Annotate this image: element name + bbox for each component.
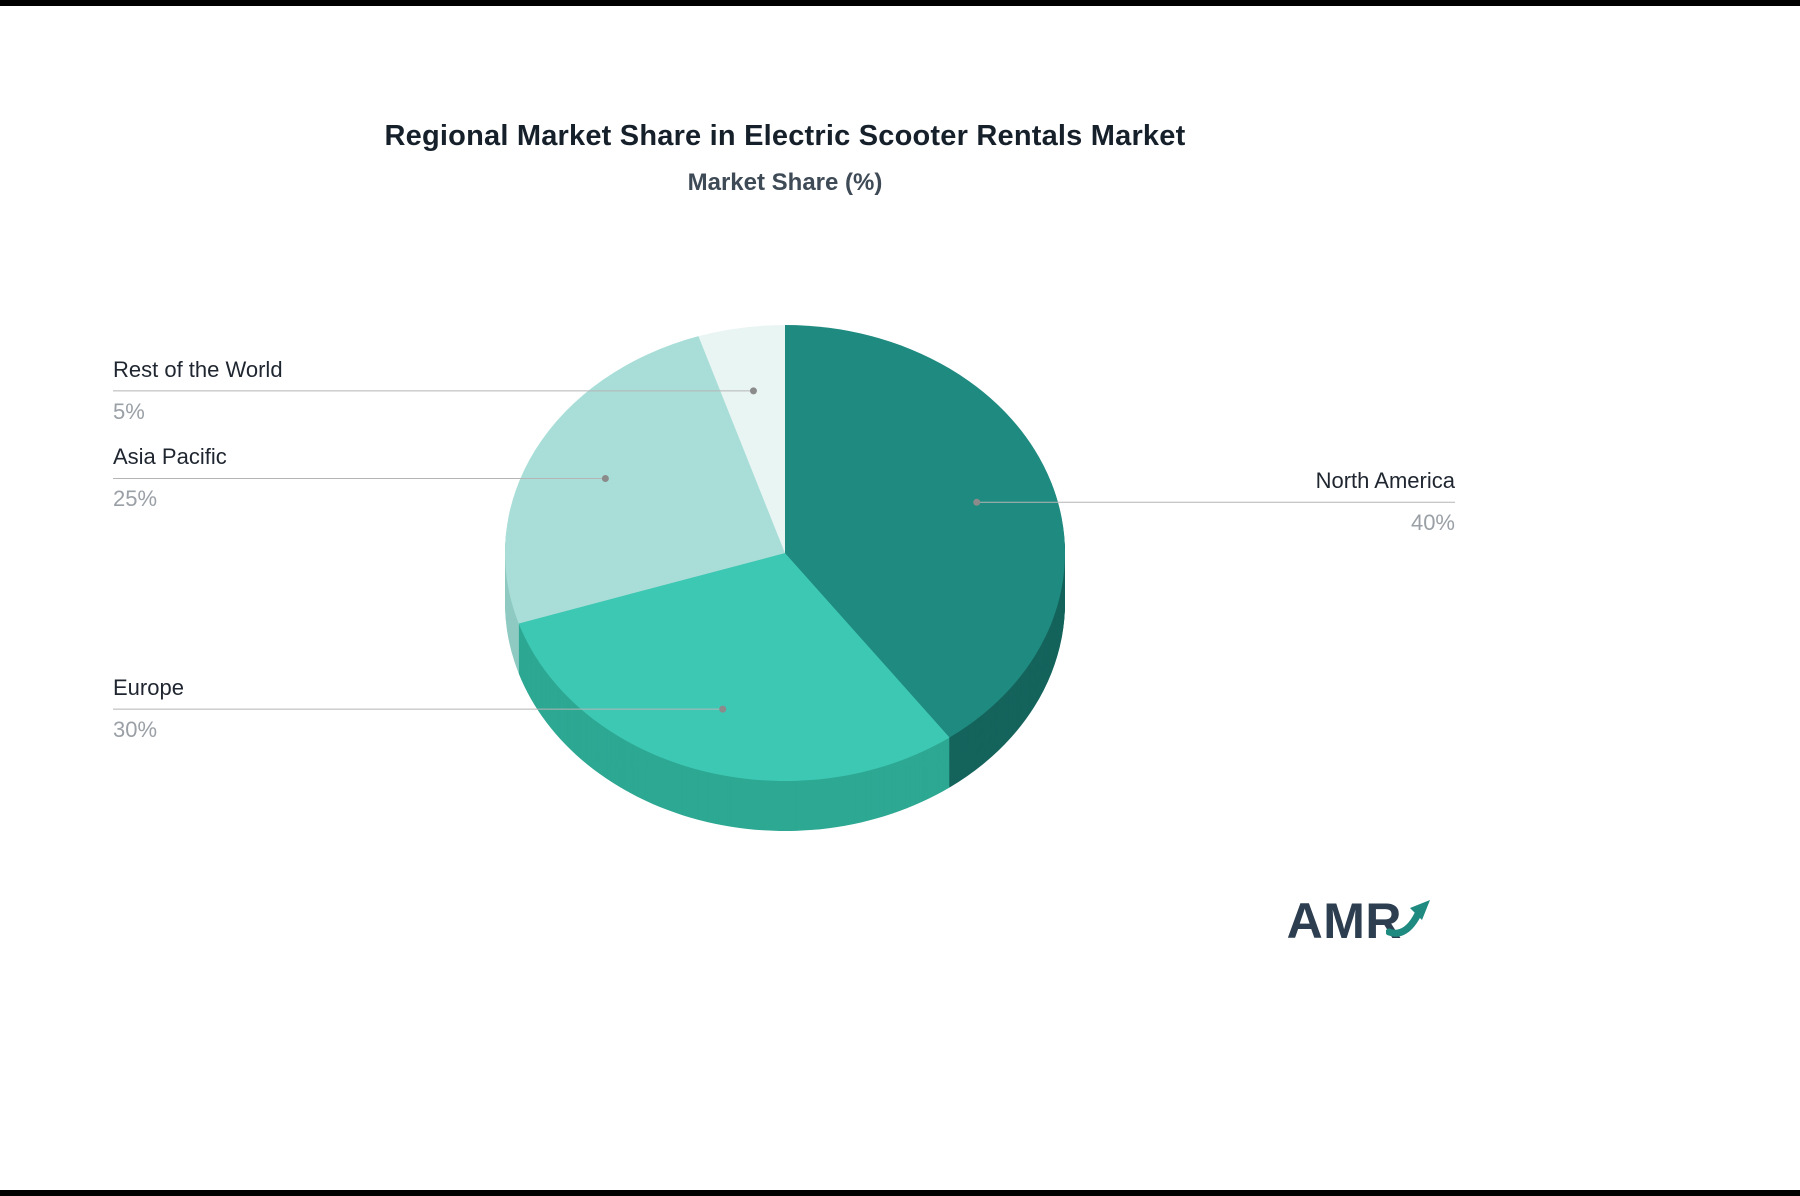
leader-dot <box>973 498 981 506</box>
pie-slice-europe[interactable] <box>518 553 950 781</box>
leader-dot <box>601 474 609 482</box>
pie-slice-rest-of-the-world[interactable] <box>698 325 785 553</box>
trend-up-arrow-icon <box>1386 900 1430 937</box>
leader-dot <box>719 705 727 713</box>
leader-dot <box>749 387 757 395</box>
pie-slice-north-america[interactable] <box>785 325 1065 738</box>
amr-logo: AMR <box>1287 892 1432 950</box>
chart-subtitle: Market Share (%) <box>687 169 883 196</box>
top-edge-border <box>0 0 1800 6</box>
chart-title: Regional Market Share in Electric Scoote… <box>384 120 1186 152</box>
bottom-edge-border <box>0 1190 1800 1196</box>
amr-logo-text: AMR <box>1286 893 1402 949</box>
pie-slice-asia-pacific[interactable] <box>505 336 785 624</box>
